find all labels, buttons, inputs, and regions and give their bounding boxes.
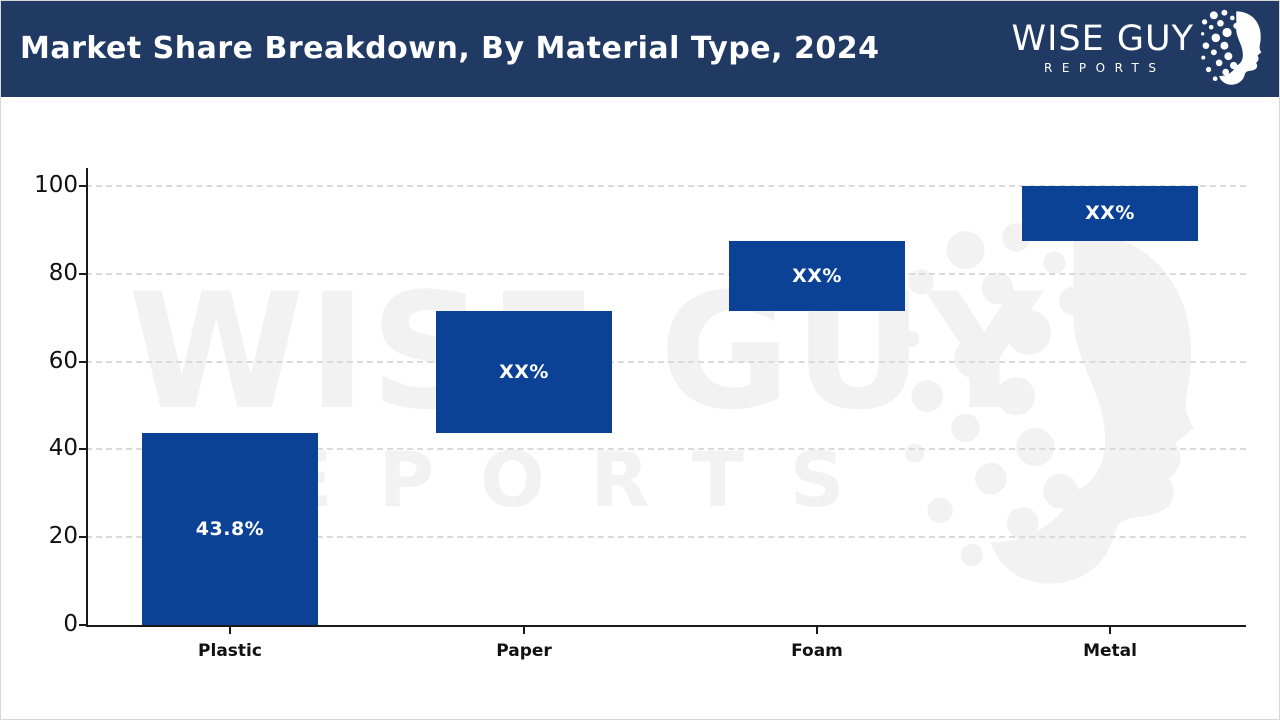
bar-value-label: XX%	[792, 264, 842, 287]
bar-plastic: 43.8%	[142, 432, 318, 625]
logo-subtitle: REPORTS	[1043, 61, 1166, 75]
gridline-100	[86, 185, 1246, 187]
y-tick-80	[79, 272, 87, 275]
logo-head-icon	[1198, 7, 1264, 91]
bar-value-label: XX%	[499, 360, 549, 383]
y-tick-100	[79, 185, 87, 187]
page-title: Market Share Breakdown, By Material Type…	[20, 31, 880, 66]
gridline-80	[86, 272, 1246, 275]
bar-foam: XX%	[729, 240, 905, 311]
x-axis-label-plastic: Plastic	[198, 641, 262, 661]
x-tick-metal	[1109, 627, 1111, 634]
y-tick-20	[79, 536, 87, 539]
gridline-40	[86, 448, 1246, 451]
gridline-60	[86, 360, 1246, 363]
x-axis-label-metal: Metal	[1083, 641, 1137, 661]
bar-metal: XX%	[1022, 186, 1198, 241]
logo-text: WISE GUY REPORTS	[1011, 19, 1194, 76]
y-tick-label: 100	[34, 172, 78, 198]
x-axis-label-paper: Paper	[496, 641, 552, 661]
y-tick-label: 80	[48, 259, 78, 286]
x-tick-plastic	[229, 627, 231, 634]
bar-value-label: 43.8%	[195, 517, 265, 540]
y-tick-label: 0	[63, 611, 78, 637]
y-tick-60	[79, 360, 87, 363]
y-tick-label: 40	[48, 435, 78, 462]
y-tick-label: 60	[48, 347, 78, 374]
logo-wordmark: WISE GUY	[1011, 19, 1194, 59]
y-tick-0	[79, 624, 87, 626]
x-axis-label-foam: Foam	[791, 641, 843, 661]
header-bar: Market Share Breakdown, By Material Type…	[0, 0, 1280, 97]
bar-paper: XX%	[436, 310, 612, 433]
y-axis-line	[86, 168, 88, 627]
wise-guy-reports-logo: WISE GUY REPORTS	[1011, 7, 1264, 91]
bar-value-label: XX%	[1085, 202, 1135, 225]
x-tick-paper	[523, 627, 525, 634]
gridline-20	[86, 536, 1246, 539]
x-tick-foam	[816, 627, 818, 634]
y-tick-40	[79, 448, 87, 451]
watermark-head-icon	[858, 212, 1238, 616]
x-axis-line	[86, 625, 1246, 627]
y-tick-label: 20	[48, 523, 78, 550]
